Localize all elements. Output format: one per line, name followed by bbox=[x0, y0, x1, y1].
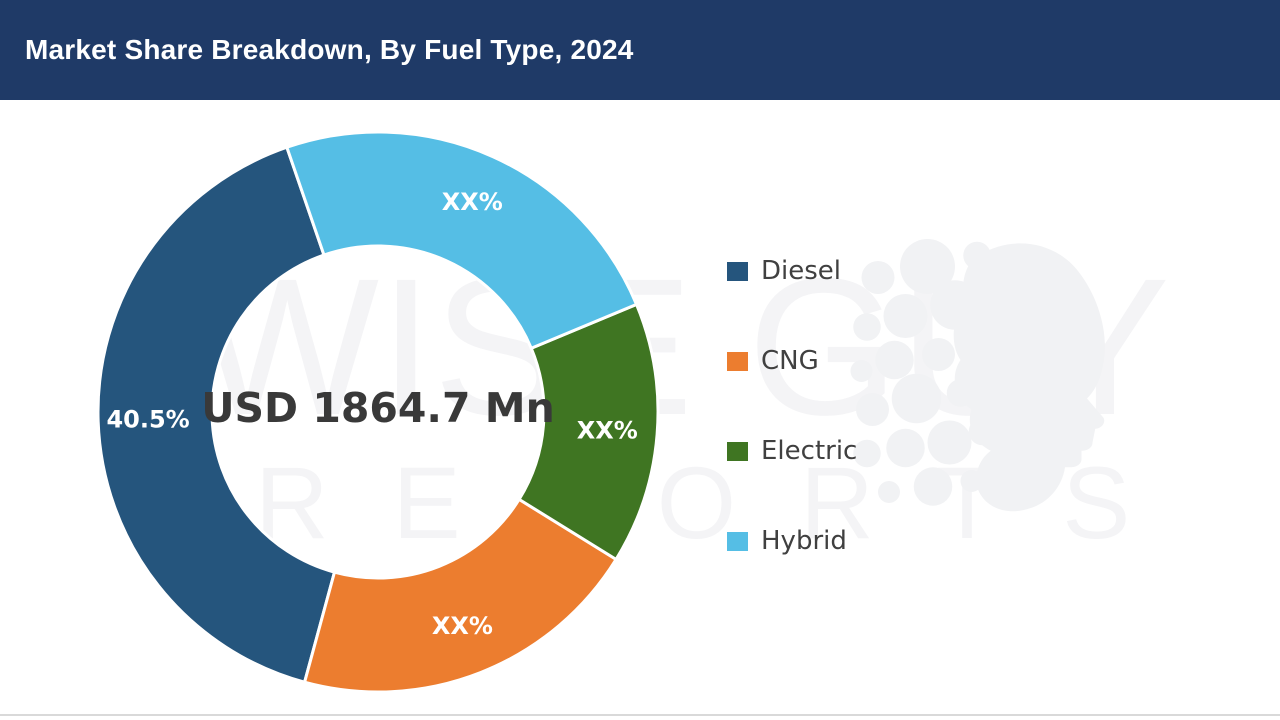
legend-item-cng: CNG bbox=[727, 336, 857, 386]
header-bar: Market Share Breakdown, By Fuel Type, 20… bbox=[0, 0, 1280, 100]
page-title: Market Share Breakdown, By Fuel Type, 20… bbox=[25, 34, 634, 65]
legend-item-electric: Electric bbox=[727, 426, 857, 476]
legend-swatch-electric bbox=[727, 441, 748, 461]
donut-segment-electric bbox=[517, 302, 660, 561]
donut-segment-cng bbox=[303, 497, 618, 694]
segment-label-electric: XX% bbox=[577, 416, 638, 444]
legend-swatch-cng bbox=[727, 351, 748, 371]
donut-center-value: USD 1864.7 Mn bbox=[201, 384, 555, 432]
chart-legend: Diesel CNG Electric Hybrid bbox=[727, 246, 857, 606]
legend-item-hybrid: Hybrid bbox=[727, 516, 857, 566]
legend-label-diesel: Diesel bbox=[761, 256, 842, 286]
legend-swatch-diesel bbox=[727, 261, 748, 281]
donut-segment-hybrid bbox=[285, 130, 638, 350]
segment-label-diesel: 40.5% bbox=[106, 406, 189, 434]
legend-label-electric: Electric bbox=[761, 436, 858, 466]
legend-label-hybrid: Hybrid bbox=[761, 526, 847, 556]
legend-item-diesel: Diesel bbox=[727, 246, 857, 296]
legend-label-cng: CNG bbox=[761, 346, 819, 376]
legend-swatch-hybrid bbox=[727, 531, 748, 551]
bottom-border-line bbox=[0, 714, 1280, 716]
donut-segment-diesel bbox=[96, 145, 336, 684]
segment-label-hybrid: XX% bbox=[442, 188, 503, 216]
segment-label-cng: XX% bbox=[432, 612, 493, 640]
